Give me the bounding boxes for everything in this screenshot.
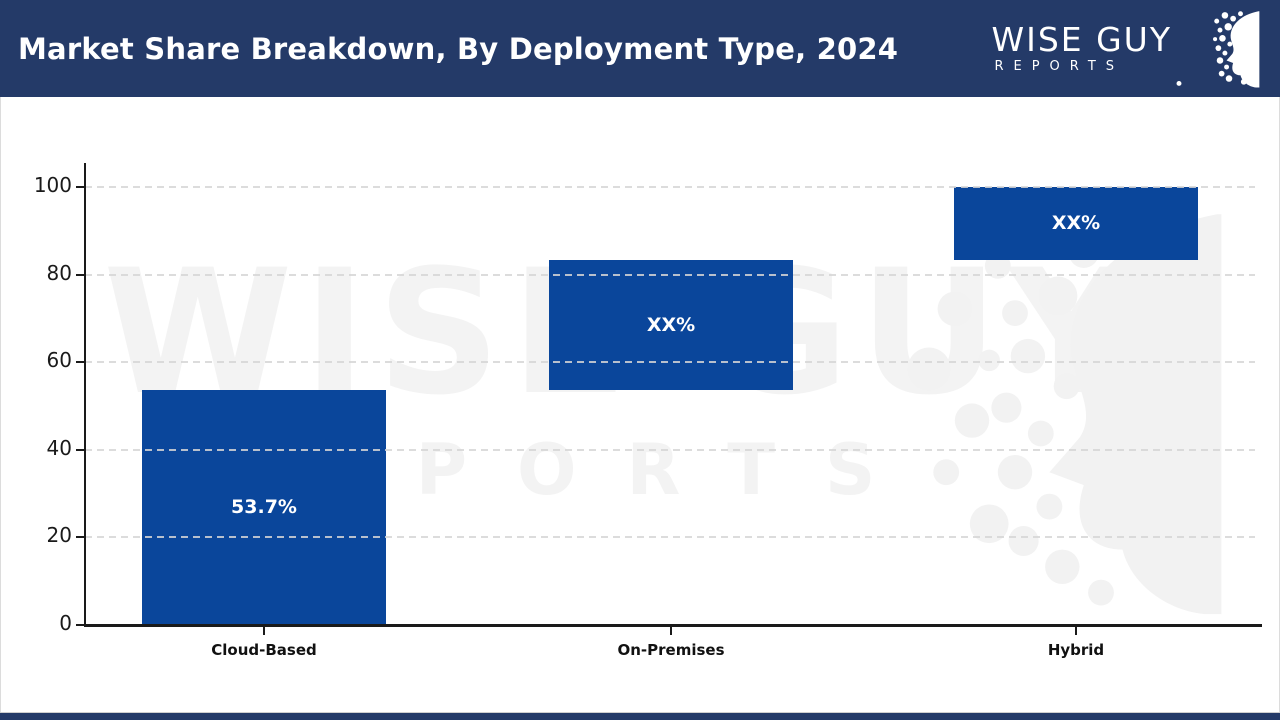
bar-cloud-based: 53.7% — [142, 389, 386, 625]
y-tick-label: 80 — [46, 260, 72, 285]
x-tick-mark — [670, 627, 672, 635]
brand-logo-text: WISE GUY REPORTS — [991, 23, 1172, 74]
gridline-y-100 — [85, 186, 1255, 188]
brand-logo: WISE GUY REPORTS — [991, 8, 1266, 90]
gridline-y-20 — [85, 536, 1255, 538]
footer-bar — [0, 712, 1280, 720]
y-tick-label: 0 — [59, 610, 72, 635]
bar-value-label: XX% — [1051, 212, 1101, 235]
x-category-label: Cloud-Based — [211, 641, 317, 659]
y-tick-label: 40 — [46, 435, 72, 460]
y-tick-mark — [76, 273, 84, 276]
bar-value-label: XX% — [646, 313, 696, 336]
brand-subtitle: REPORTS — [994, 59, 1125, 74]
chart-region: WISE GUY REPORTS 53.7% XX% XX% 0 20 40 60 80 10… — [0, 97, 1280, 713]
y-tick-mark — [76, 361, 84, 363]
x-tick-mark — [1075, 627, 1077, 635]
y-tick-mark — [76, 536, 84, 538]
y-tick-label: 20 — [46, 523, 72, 547]
x-category-label: On-Premises — [617, 641, 725, 659]
x-tick-mark — [263, 627, 265, 635]
y-tick-mark — [76, 186, 84, 188]
bar-hybrid: XX% — [954, 187, 1198, 260]
bar-on-premises: XX% — [549, 259, 793, 390]
y-tick-label: 60 — [46, 348, 72, 372]
y-tick-mark — [76, 448, 84, 451]
x-category-label: Hybrid — [1047, 641, 1105, 659]
gridline-y-40 — [85, 448, 1255, 451]
brand-face-icon — [1176, 10, 1260, 88]
gridline-y-80 — [85, 273, 1255, 276]
y-axis-spine — [84, 163, 86, 626]
page-title: Market Share Breakdown, By Deployment Ty… — [18, 31, 899, 66]
brand-name: WISE GUY — [991, 20, 1172, 59]
y-tick-mark — [76, 623, 84, 626]
gridline-y-60 — [85, 361, 1255, 363]
app-header: Market Share Breakdown, By Deployment Ty… — [0, 0, 1280, 97]
plot-area: 53.7% XX% XX% — [85, 186, 1255, 625]
x-axis-line — [84, 624, 1262, 627]
y-tick-label: 100 — [33, 173, 72, 197]
bar-value-label: 53.7% — [231, 496, 297, 519]
